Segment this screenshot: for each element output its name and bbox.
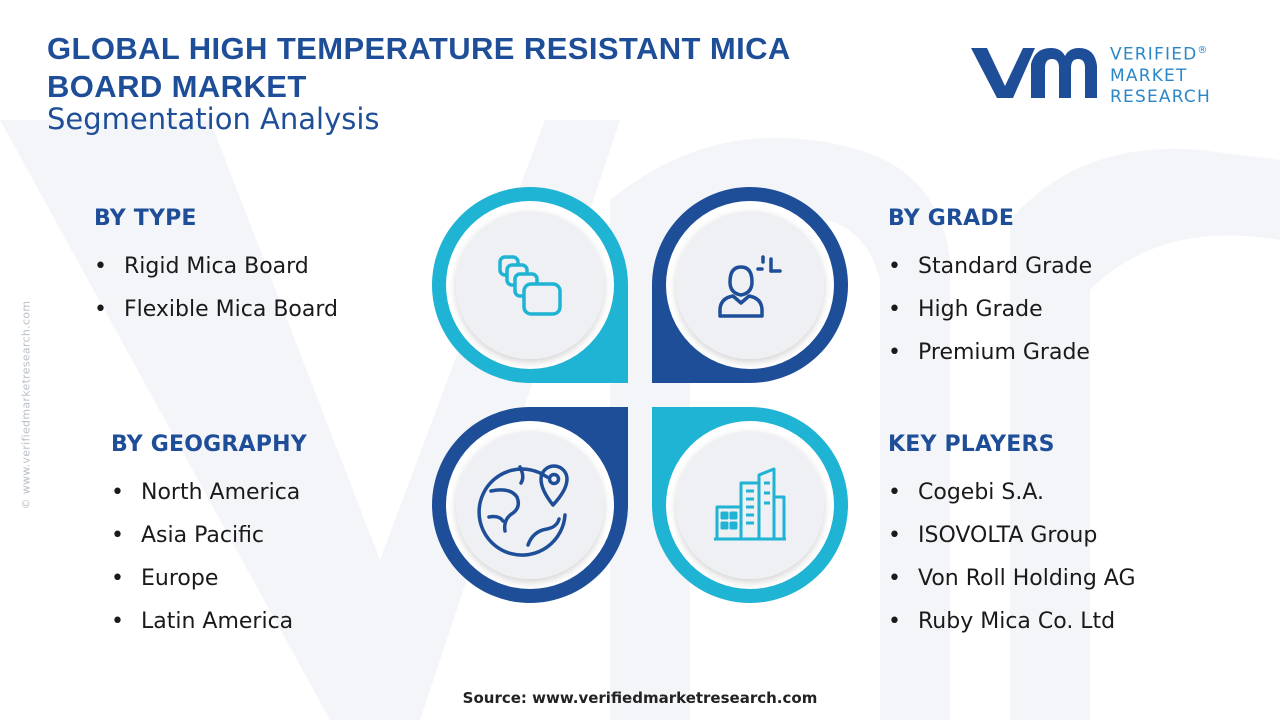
segment-title: BY GRADE [888,206,1015,231]
item-label: Premium Grade [918,340,1090,365]
logo-line-research: RESEARCH [1110,86,1211,107]
list-item: • Von Roll Holding AG [888,557,1136,600]
buildings-icon [714,467,786,541]
page-title-line-2: BOARD MARKET [47,69,307,104]
layers-icon [498,255,562,316]
vmr-logo-mark [971,48,1097,98]
item-label: Ruby Mica Co. Ltd [918,609,1116,634]
registered-mark: ® [1197,45,1209,56]
segment-list: • Standard Grade • High Grade • Premium Gra… [888,245,1092,374]
page-title-line-1: GLOBAL HIGH TEMPERATURE RESISTANT MICA [47,31,791,66]
list-item: • Europe [111,557,307,600]
item-label: Von Roll Holding AG [918,566,1136,591]
list-item: • Standard Grade [888,245,1092,288]
bullet: • [111,480,124,505]
list-item: • Rigid Mica Board [94,245,338,288]
logo-line-market: MARKET [1110,65,1188,86]
logo-line-verified: VERIFIED [1110,44,1198,65]
segment-title: KEY PLAYERS [888,432,1055,457]
segment-key-players: KEY PLAYERS • Cogebi S.A. • ISOVOLTA Group… [888,432,1136,643]
list-item: • High Grade [888,288,1092,331]
segment-list: • Cogebi S.A. • ISOVOLTA Group • Von Roll H… [888,471,1136,643]
list-item: • Cogebi S.A. [888,471,1136,514]
side-credit: © www.verifiedmarketresearch.com [19,300,33,510]
segment-title: BY TYPE [94,206,197,231]
segment-title: BY GEOGRAPHY [111,432,307,457]
segment-list: • Rigid Mica Board • Flexible Mica Board [94,245,338,331]
petal-by-type [432,187,628,383]
item-label: High Grade [918,297,1043,322]
list-item: • Flexible Mica Board [94,288,338,331]
source-credit: Source: www.verifiedmarketresearch.com [462,689,818,707]
bullet: • [888,297,901,322]
item-label: Rigid Mica Board [124,254,309,279]
item-label: Latin America [141,609,294,634]
globe-pin-icon [477,464,569,557]
item-label: Standard Grade [918,254,1093,279]
list-item: • Premium Grade [888,331,1092,374]
item-label: Flexible Mica Board [124,297,338,322]
bullet: • [888,523,901,548]
list-item: • Latin America [111,600,307,643]
bullet: • [94,254,107,279]
bullet: • [888,254,901,279]
user-grade-icon [718,255,782,318]
item-label: ISOVOLTA Group [918,523,1098,548]
segment-by-grade: BY GRADE • Standard Grade • High Grade • Pr… [888,206,1092,374]
bullet: • [94,297,107,322]
header: GLOBAL HIGH TEMPERATURE RESISTANT MICA B… [47,30,791,135]
petal-key-players [652,407,848,603]
item-label: Cogebi S.A. [918,480,1045,505]
list-item: • North America [111,471,307,514]
bullet: • [888,609,901,634]
segment-list: • North America • Asia Pacific • Europe • La… [111,471,307,643]
list-item: • ISOVOLTA Group [888,514,1136,557]
list-item: • Ruby Mica Co. Ltd [888,600,1136,643]
page-subtitle: Segmentation Analysis [47,102,380,136]
list-item: • Asia Pacific [111,514,307,557]
vmr-logo: VERIFIED® MARKET RESEARCH [965,38,1235,107]
bullet: • [111,566,124,591]
petal-by-grade [652,187,848,383]
segment-by-type: BY TYPE • Rigid Mica Board • Flexible Mica… [94,206,338,331]
item-label: Asia Pacific [141,523,265,548]
bullet: • [888,480,901,505]
segment-by-geography: BY GEOGRAPHY • North America • Asia Pacifi… [111,432,307,643]
item-label: North America [141,480,301,505]
bullet: • [888,340,901,365]
bullet: • [111,523,124,548]
bullet: • [888,566,901,591]
segment-petal-graphic [432,187,848,603]
item-label: Europe [141,566,219,591]
bullet: • [111,609,124,634]
vmr-logo-text: VERIFIED® MARKET RESEARCH [1110,40,1211,108]
petal-by-geography [432,407,628,603]
